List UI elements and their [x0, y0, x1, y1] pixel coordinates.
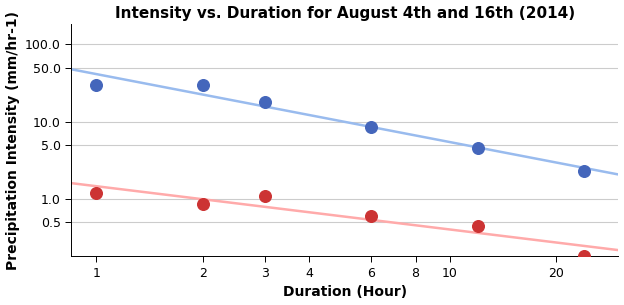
Point: [473, 146, 483, 151]
Point: [366, 214, 376, 218]
Point: [366, 124, 376, 129]
Point: [198, 202, 208, 207]
Point: [260, 99, 270, 104]
Point: [260, 193, 270, 198]
X-axis label: Duration (Hour): Duration (Hour): [283, 285, 407, 300]
Point: [198, 82, 208, 87]
Title: Intensity vs. Duration for August 4th and 16th (2014): Intensity vs. Duration for August 4th an…: [115, 5, 575, 20]
Point: [91, 82, 101, 87]
Point: [579, 168, 589, 173]
Point: [473, 223, 483, 228]
Y-axis label: Precipitation Intensity (mm/hr-1): Precipitation Intensity (mm/hr-1): [6, 11, 19, 270]
Point: [579, 254, 589, 259]
Point: [91, 190, 101, 195]
